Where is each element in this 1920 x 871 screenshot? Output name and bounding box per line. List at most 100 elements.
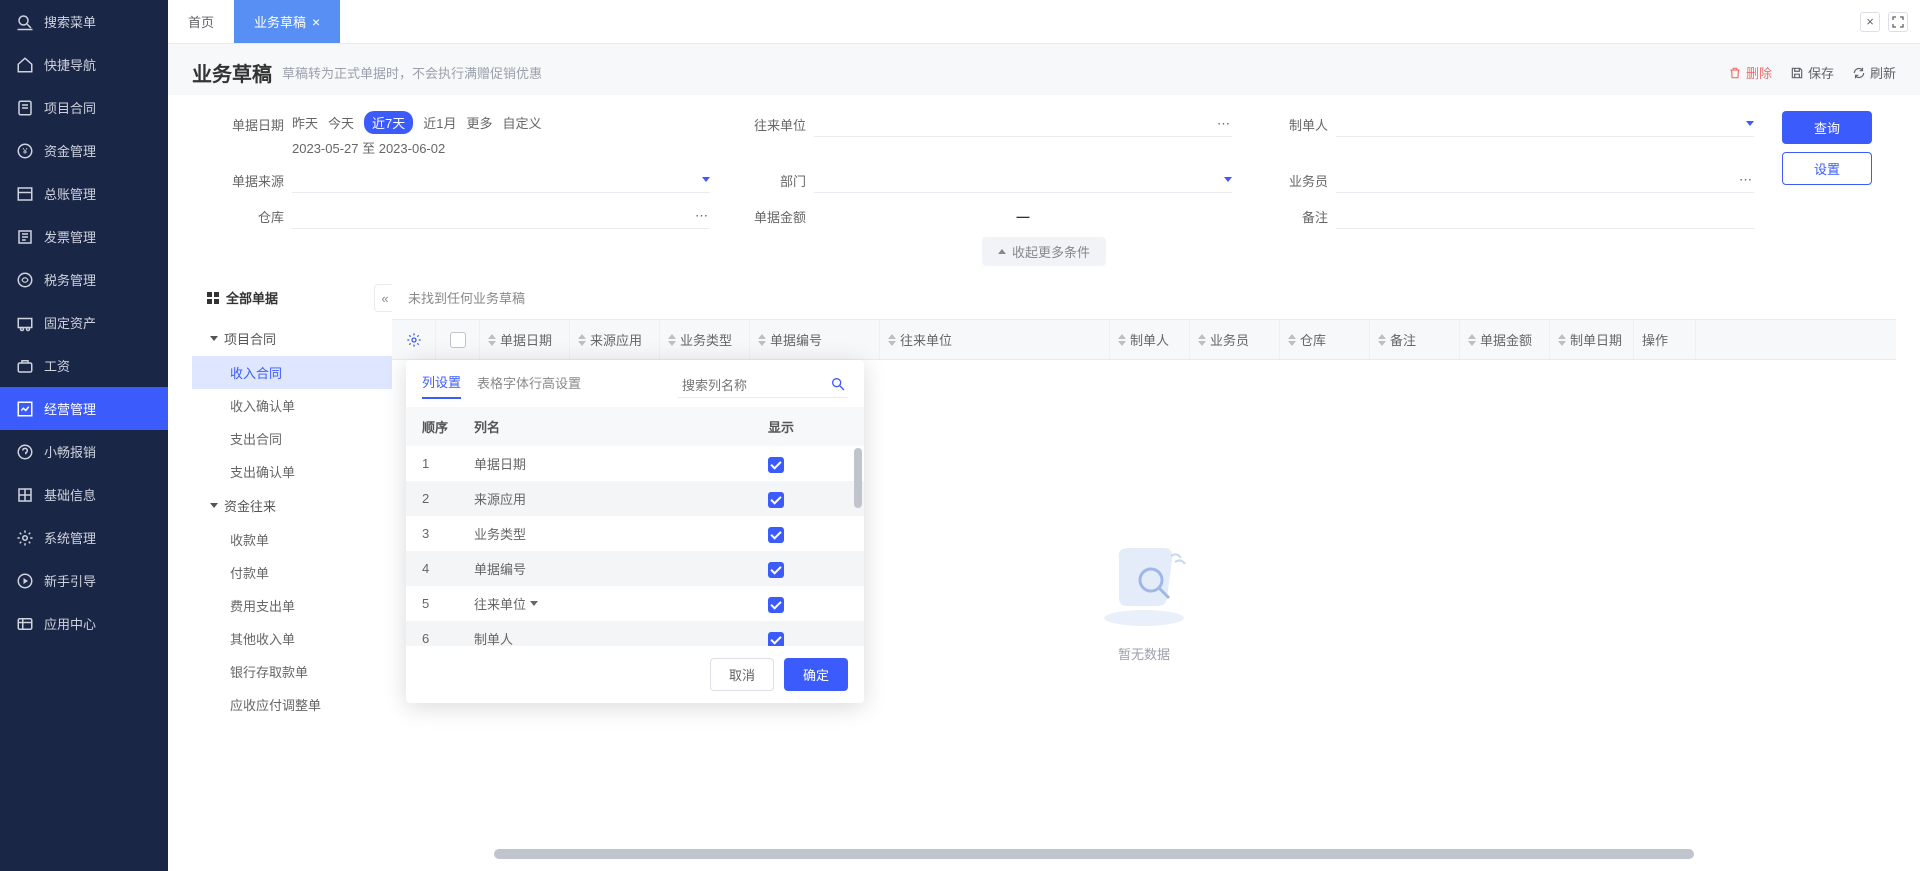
sidebar-item-6[interactable]: 固定资产	[0, 301, 168, 344]
column-settings-button[interactable]	[392, 320, 436, 359]
tree-item[interactable]: 收入合同	[192, 356, 392, 389]
delete-button[interactable]: 删除	[1728, 63, 1772, 82]
sidebar-item-label: 快捷导航	[44, 55, 96, 74]
tree-item[interactable]: 付款单	[192, 556, 392, 589]
sidebar-item-11[interactable]: 系统管理	[0, 516, 168, 559]
scrollbar-thumb[interactable]	[494, 849, 1694, 859]
collapse-label: 收起更多条件	[1012, 242, 1090, 261]
show-checkbox[interactable]	[768, 492, 784, 508]
table-column-header[interactable]: 备注	[1370, 320, 1460, 359]
sidebar-item-10[interactable]: 基础信息	[0, 473, 168, 516]
table-column-header[interactable]: 业务员	[1190, 320, 1280, 359]
table-column-header[interactable]: 操作	[1634, 320, 1696, 359]
category-header: 全部单据	[192, 276, 392, 319]
row-seq: 1	[422, 456, 474, 471]
source-select[interactable]	[292, 167, 710, 193]
tree-item[interactable]: 收款单	[192, 523, 392, 556]
show-checkbox[interactable]	[768, 632, 784, 647]
cancel-button[interactable]: 取消	[710, 658, 774, 691]
ok-button[interactable]: 确定	[784, 658, 848, 691]
dept-select[interactable]	[814, 167, 1232, 193]
table-column-header[interactable]: 单据编号	[750, 320, 880, 359]
warehouse-select[interactable]: ⋯	[292, 203, 710, 229]
sidebar-item-icon	[16, 615, 34, 633]
partner-select[interactable]: ⋯	[814, 111, 1232, 137]
amount-placeholder: —	[1017, 209, 1030, 224]
table-column-header[interactable]: 单据金额	[1460, 320, 1550, 359]
date-option-0[interactable]: 昨天	[292, 113, 318, 132]
column-setting-row[interactable]: 4单据编号	[406, 551, 864, 586]
sidebar-item-icon	[16, 228, 34, 246]
tree-group-1[interactable]: 资金往来	[192, 488, 392, 523]
show-checkbox[interactable]	[768, 562, 784, 578]
tree-group-0[interactable]: 项目合同	[192, 321, 392, 356]
column-setting-row[interactable]: 5往来单位	[406, 586, 864, 621]
close-icon[interactable]: ×	[312, 14, 320, 30]
column-setting-row[interactable]: 6制单人	[406, 621, 864, 646]
sidebar-item-9[interactable]: 小畅报销	[0, 430, 168, 473]
show-checkbox[interactable]	[768, 527, 784, 543]
remark-input[interactable]	[1336, 203, 1754, 229]
date-option-5[interactable]: 自定义	[503, 113, 542, 132]
save-button[interactable]: 保存	[1790, 63, 1834, 82]
date-option-3[interactable]: 近1月	[423, 113, 456, 132]
save-label: 保存	[1808, 63, 1834, 82]
fullscreen-icon[interactable]	[1888, 12, 1908, 32]
table-column-header[interactable]: 制单日期	[1550, 320, 1634, 359]
popover-tab-font[interactable]: 表格字体行高设置	[477, 373, 581, 398]
column-label: 单据金额	[1480, 330, 1532, 349]
date-option-4[interactable]: 更多	[467, 113, 493, 132]
sidebar-item-12[interactable]: 新手引导	[0, 559, 168, 602]
sidebar-item-1[interactable]: 项目合同	[0, 86, 168, 129]
tree-item[interactable]: 费用支出单	[192, 589, 392, 622]
show-checkbox[interactable]	[768, 597, 784, 613]
cancel-label: 取消	[729, 668, 755, 683]
sidebar-item-5[interactable]: 税务管理	[0, 258, 168, 301]
chevron-down-icon	[530, 601, 538, 606]
tab-active[interactable]: 业务草稿 ×	[234, 0, 340, 43]
column-setting-row[interactable]: 1单据日期	[406, 446, 864, 481]
table-column-header[interactable]: 业务类型	[660, 320, 750, 359]
column-setting-row[interactable]: 2来源应用	[406, 481, 864, 516]
sidebar-item-3[interactable]: 总账管理	[0, 172, 168, 215]
column-search-input[interactable]	[678, 374, 848, 398]
maker-select[interactable]	[1336, 111, 1754, 137]
select-all-checkbox[interactable]	[436, 320, 480, 359]
sidebar-item-icon	[16, 572, 34, 590]
popover-scrollbar[interactable]	[854, 448, 862, 508]
refresh-button[interactable]: 刷新	[1852, 63, 1896, 82]
sidebar-search[interactable]: 搜索菜单	[0, 0, 168, 43]
filter-remark: 备注	[1260, 203, 1754, 229]
tree-item[interactable]: 应收应付调整单	[192, 688, 392, 721]
popover-tab-columns[interactable]: 列设置	[422, 372, 461, 399]
tree-item[interactable]: 其他收入单	[192, 622, 392, 655]
sidebar-item-8[interactable]: 经营管理	[0, 387, 168, 430]
tree-item[interactable]: 支出确认单	[192, 455, 392, 488]
tree-item[interactable]: 支出合同	[192, 422, 392, 455]
table-column-header[interactable]: 来源应用	[570, 320, 660, 359]
table-column-header[interactable]: 制单人	[1110, 320, 1190, 359]
sidebar-item-7[interactable]: 工资	[0, 344, 168, 387]
column-setting-row[interactable]: 3业务类型	[406, 516, 864, 551]
window-close-button[interactable]: ×	[1860, 12, 1880, 32]
table-column-header[interactable]: 仓库	[1280, 320, 1370, 359]
collapse-filters-button[interactable]: 收起更多条件	[982, 237, 1106, 266]
sidebar-item-label: 资金管理	[44, 141, 96, 160]
sidebar-item-0[interactable]: 快捷导航	[0, 43, 168, 86]
date-option-1[interactable]: 今天	[328, 113, 354, 132]
show-checkbox[interactable]	[768, 457, 784, 473]
table-column-header[interactable]: 往来单位	[880, 320, 1110, 359]
sidebar-item-4[interactable]: 发票管理	[0, 215, 168, 258]
horizontal-scrollbar[interactable]	[404, 847, 1884, 861]
tab-home[interactable]: 首页	[168, 0, 234, 43]
table-column-header[interactable]: 单据日期	[480, 320, 570, 359]
date-option-2[interactable]: 近7天	[364, 111, 413, 134]
query-button[interactable]: 查询	[1782, 111, 1872, 144]
sidebar-item-2[interactable]: ¥资金管理	[0, 129, 168, 172]
tree-item[interactable]: 收入确认单	[192, 389, 392, 422]
filter-settings-button[interactable]: 设置	[1782, 152, 1872, 185]
tree-item[interactable]: 银行存取款单	[192, 655, 392, 688]
sidebar-item-13[interactable]: 应用中心	[0, 602, 168, 645]
amount-input[interactable]: —	[814, 203, 1232, 229]
clerk-select[interactable]: ⋯	[1336, 167, 1754, 193]
